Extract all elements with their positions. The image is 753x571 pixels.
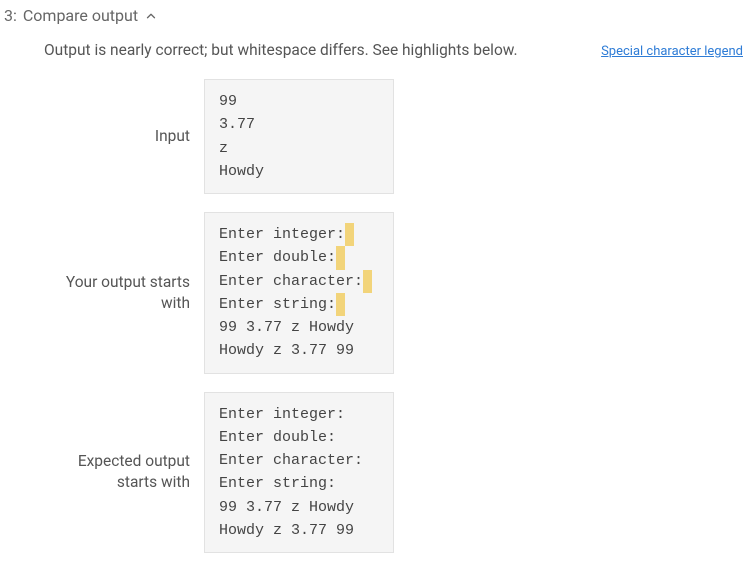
- input-codebox: 993.77zHowdy: [204, 79, 394, 194]
- your-output-label: Your output starts with: [44, 272, 204, 314]
- your-output-label-line1: Your output starts: [66, 273, 190, 291]
- code-line: 99 3.77 z Howdy: [219, 496, 379, 519]
- code-text: Howdy z 3.77 99: [219, 342, 354, 359]
- your-output-label-line2: with: [161, 294, 190, 312]
- special-char-legend-link[interactable]: Special character legend: [601, 44, 743, 59]
- expected-output-row: Expected output starts with Enter intege…: [44, 392, 753, 554]
- code-line: z: [219, 137, 379, 160]
- section-title: Compare output: [23, 6, 138, 25]
- code-line: Enter string:: [219, 293, 379, 316]
- expected-output-label-line1: Expected output: [78, 452, 190, 470]
- code-text: 99 3.77 z Howdy: [219, 499, 354, 516]
- code-line: Enter double:: [219, 426, 379, 449]
- code-text: 99 3.77 z Howdy: [219, 319, 354, 336]
- code-line: 99 3.77 z Howdy: [219, 316, 379, 339]
- whitespace-highlight: [363, 270, 372, 293]
- code-line: Howdy z 3.77 99: [219, 519, 379, 542]
- code-text: Enter double:: [219, 429, 336, 446]
- code-text: Enter string:: [219, 296, 336, 313]
- expected-output-codebox: Enter integer: Enter double: Enter charact…: [204, 392, 394, 554]
- section-number: 3:: [4, 6, 17, 25]
- code-line: Enter string:: [219, 472, 379, 495]
- comparison-rows: Input 993.77zHowdy Your output starts wi…: [0, 79, 753, 553]
- section-header[interactable]: 3: Compare output: [0, 0, 753, 35]
- code-line: Enter integer:: [219, 403, 379, 426]
- code-line: Enter character:: [219, 449, 379, 472]
- code-text: Enter integer:: [219, 226, 345, 243]
- code-line: Enter character:: [219, 270, 379, 293]
- code-text: Enter character:: [219, 452, 363, 469]
- code-line: 3.77: [219, 113, 379, 136]
- whitespace-highlight: [336, 293, 345, 316]
- code-text: Enter double:: [219, 249, 336, 266]
- code-line: Howdy: [219, 160, 379, 183]
- status-row: Output is nearly correct; but whitespace…: [0, 35, 753, 79]
- expected-output-label-line2: starts with: [117, 473, 190, 491]
- code-text: Enter string:: [219, 475, 336, 492]
- code-line: Enter double:: [219, 246, 379, 269]
- status-message: Output is nearly correct; but whitespace…: [44, 41, 518, 59]
- code-text: Enter character:: [219, 273, 363, 290]
- whitespace-highlight: [336, 246, 345, 269]
- code-text: Howdy z 3.77 99: [219, 522, 354, 539]
- input-row: Input 993.77zHowdy: [44, 79, 753, 194]
- input-label: Input: [44, 126, 204, 147]
- your-output-row: Your output starts with Enter integer: E…: [44, 212, 753, 374]
- code-line: Howdy z 3.77 99: [219, 339, 379, 362]
- code-text: Enter integer:: [219, 406, 345, 423]
- whitespace-highlight: [345, 223, 354, 246]
- chevron-up-icon: [144, 9, 158, 23]
- code-line: 99: [219, 90, 379, 113]
- your-output-codebox: Enter integer: Enter double: Enter chara…: [204, 212, 394, 374]
- code-line: Enter integer:: [219, 223, 379, 246]
- expected-output-label: Expected output starts with: [44, 451, 204, 493]
